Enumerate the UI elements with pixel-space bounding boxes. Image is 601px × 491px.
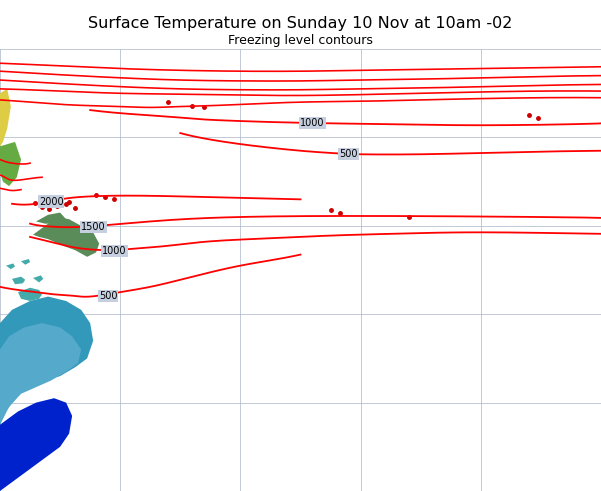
Text: 500: 500 (340, 149, 358, 159)
Polygon shape (21, 259, 30, 265)
Polygon shape (33, 275, 43, 282)
Polygon shape (0, 89, 11, 146)
Polygon shape (18, 288, 42, 301)
Text: 1000: 1000 (102, 246, 126, 256)
Text: 500: 500 (99, 291, 117, 300)
Polygon shape (0, 398, 72, 491)
Polygon shape (33, 217, 99, 257)
Text: 1000: 1000 (300, 118, 325, 128)
Text: Surface Temperature on Sunday 10 Nov at 10am -02: Surface Temperature on Sunday 10 Nov at … (88, 16, 513, 31)
Polygon shape (6, 263, 15, 269)
Polygon shape (12, 277, 25, 284)
Text: 1500: 1500 (81, 222, 105, 232)
Polygon shape (0, 142, 21, 186)
Polygon shape (0, 323, 81, 425)
Polygon shape (36, 213, 66, 224)
Polygon shape (0, 297, 93, 425)
Text: Freezing level contours: Freezing level contours (228, 34, 373, 47)
Text: 2000: 2000 (39, 196, 63, 207)
